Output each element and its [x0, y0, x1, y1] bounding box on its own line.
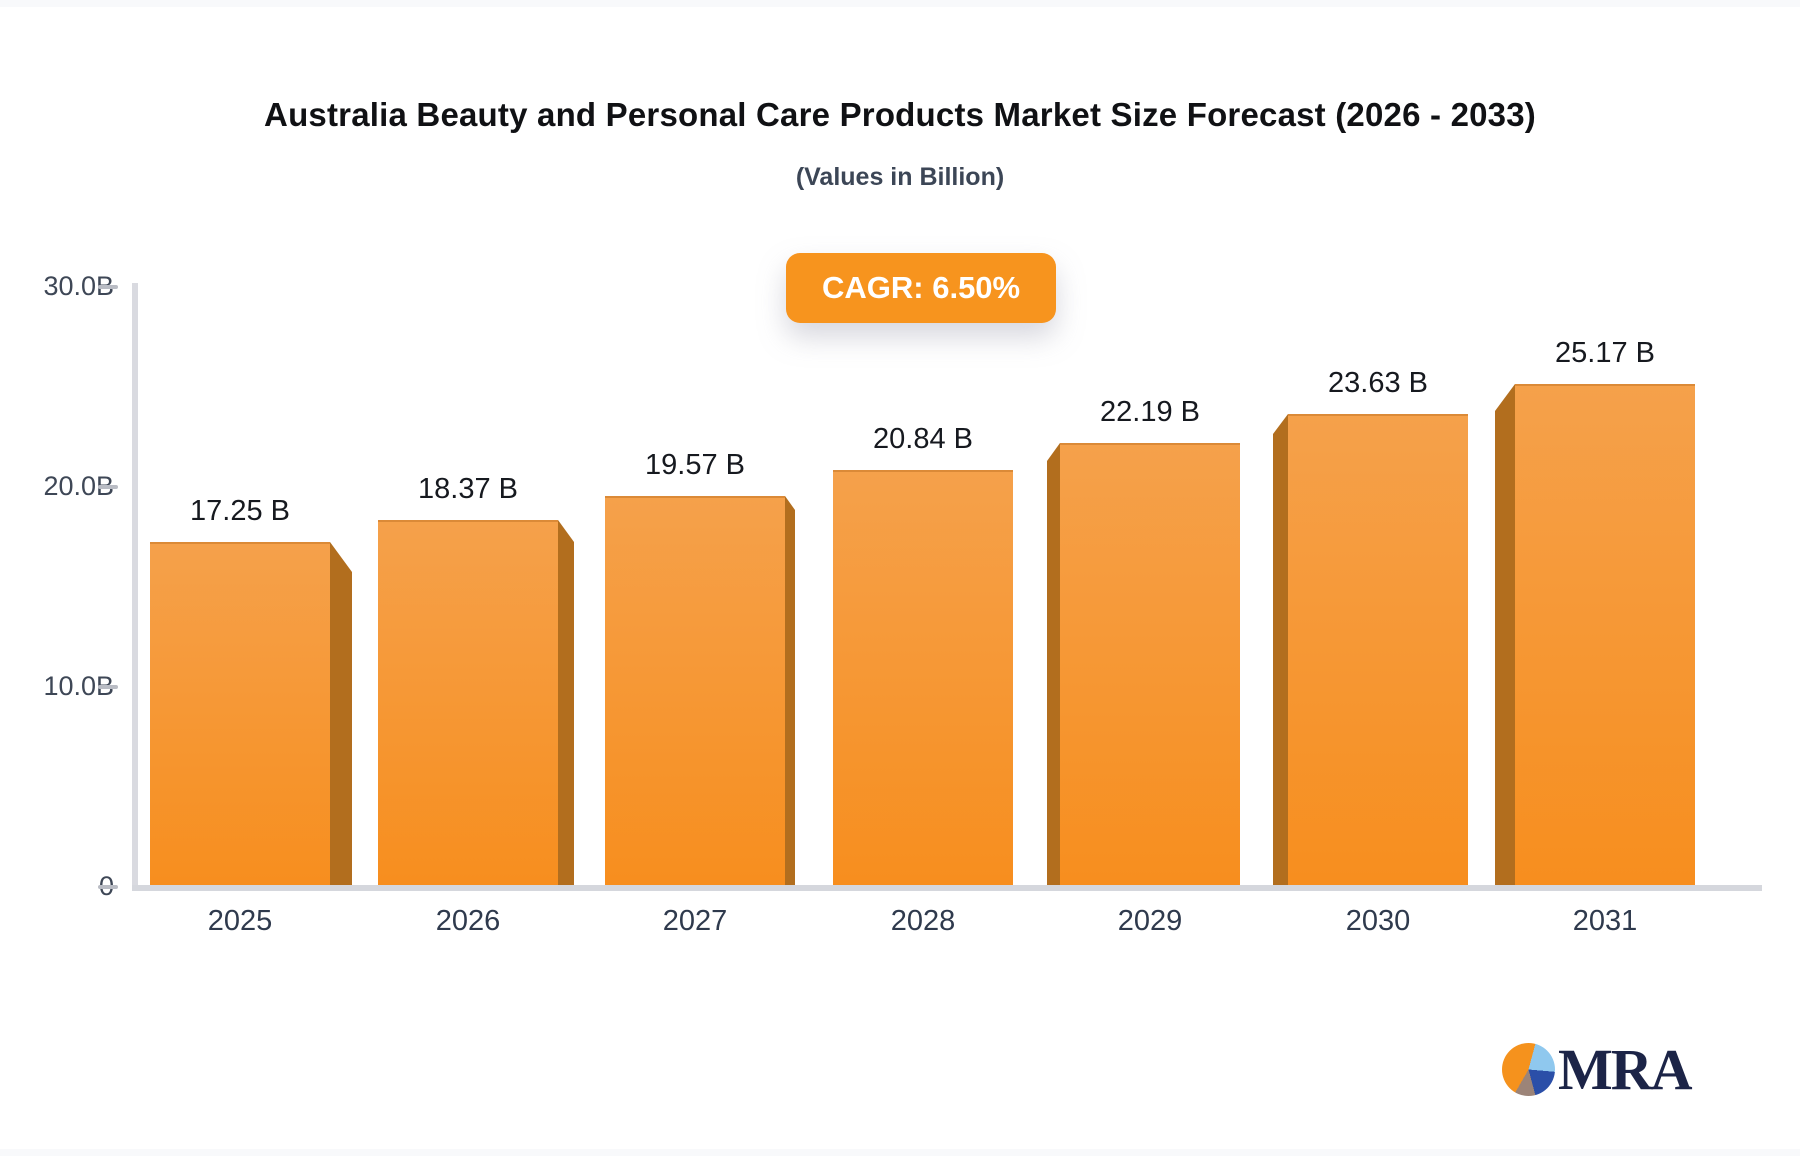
- bar-value-label: 22.19 B: [1100, 396, 1200, 428]
- page-bottom-edge: [0, 1149, 1800, 1156]
- x-tick-label: 2025: [207, 905, 273, 937]
- bar-2030: [1288, 414, 1468, 887]
- bar-value-label: 19.57 B: [645, 449, 745, 481]
- chart-title: Australia Beauty and Personal Care Produ…: [264, 96, 1536, 133]
- bar-side-face: [558, 520, 574, 887]
- x-tick-label: 2027: [662, 905, 728, 937]
- x-tick-label: 2028: [890, 905, 956, 937]
- y-tick-mark: [98, 485, 118, 489]
- bar-side-face: [785, 496, 795, 887]
- bar-2026: [378, 520, 558, 887]
- bar-side-face: [1273, 414, 1288, 887]
- y-tick-mark: [98, 685, 118, 689]
- brand-logo: MRA: [1502, 1036, 1693, 1102]
- page-top-edge: [0, 0, 1800, 7]
- bar-value-label: 20.84 B: [873, 423, 973, 455]
- bar-side-face: [1047, 443, 1060, 887]
- bar-2025: [150, 542, 330, 887]
- bar-2029: [1060, 443, 1240, 887]
- x-tick-label: 2029: [1117, 905, 1183, 937]
- bar-value-label: 25.17 B: [1555, 337, 1655, 369]
- pie-chart-logo-icon: [1502, 1042, 1555, 1096]
- x-tick-label: 2030: [1345, 905, 1411, 937]
- bar-2028: [833, 470, 1013, 887]
- bar-2027: [605, 496, 785, 887]
- y-tick-mark: [98, 285, 118, 289]
- bar-side-face: [330, 542, 352, 887]
- bar-side-face: [1495, 384, 1515, 887]
- chart-subtitle: (Values in Billion): [795, 163, 1005, 191]
- y-tick-mark: [98, 885, 118, 889]
- x-tick-label: 2031: [1572, 905, 1638, 937]
- bar-value-label: 18.37 B: [418, 473, 518, 505]
- bar-value-label: 17.25 B: [190, 495, 290, 527]
- bar-2031: [1515, 384, 1695, 887]
- y-axis-line: [132, 283, 138, 887]
- x-tick-label: 2026: [435, 905, 501, 937]
- x-axis-line: [132, 885, 1762, 891]
- brand-logo-text: MRA: [1558, 1036, 1693, 1102]
- bar-value-label: 23.63 B: [1328, 367, 1428, 399]
- cagr-badge: CAGR: 6.50%: [786, 253, 1057, 323]
